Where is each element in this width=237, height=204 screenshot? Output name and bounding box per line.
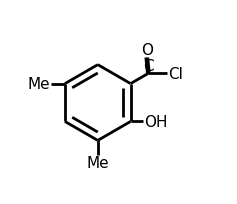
Text: Me: Me [87,156,109,171]
Text: C: C [143,59,154,73]
Text: OH: OH [144,114,168,129]
Text: Cl: Cl [168,67,183,81]
Text: Me: Me [27,77,50,92]
Text: O: O [141,43,153,58]
